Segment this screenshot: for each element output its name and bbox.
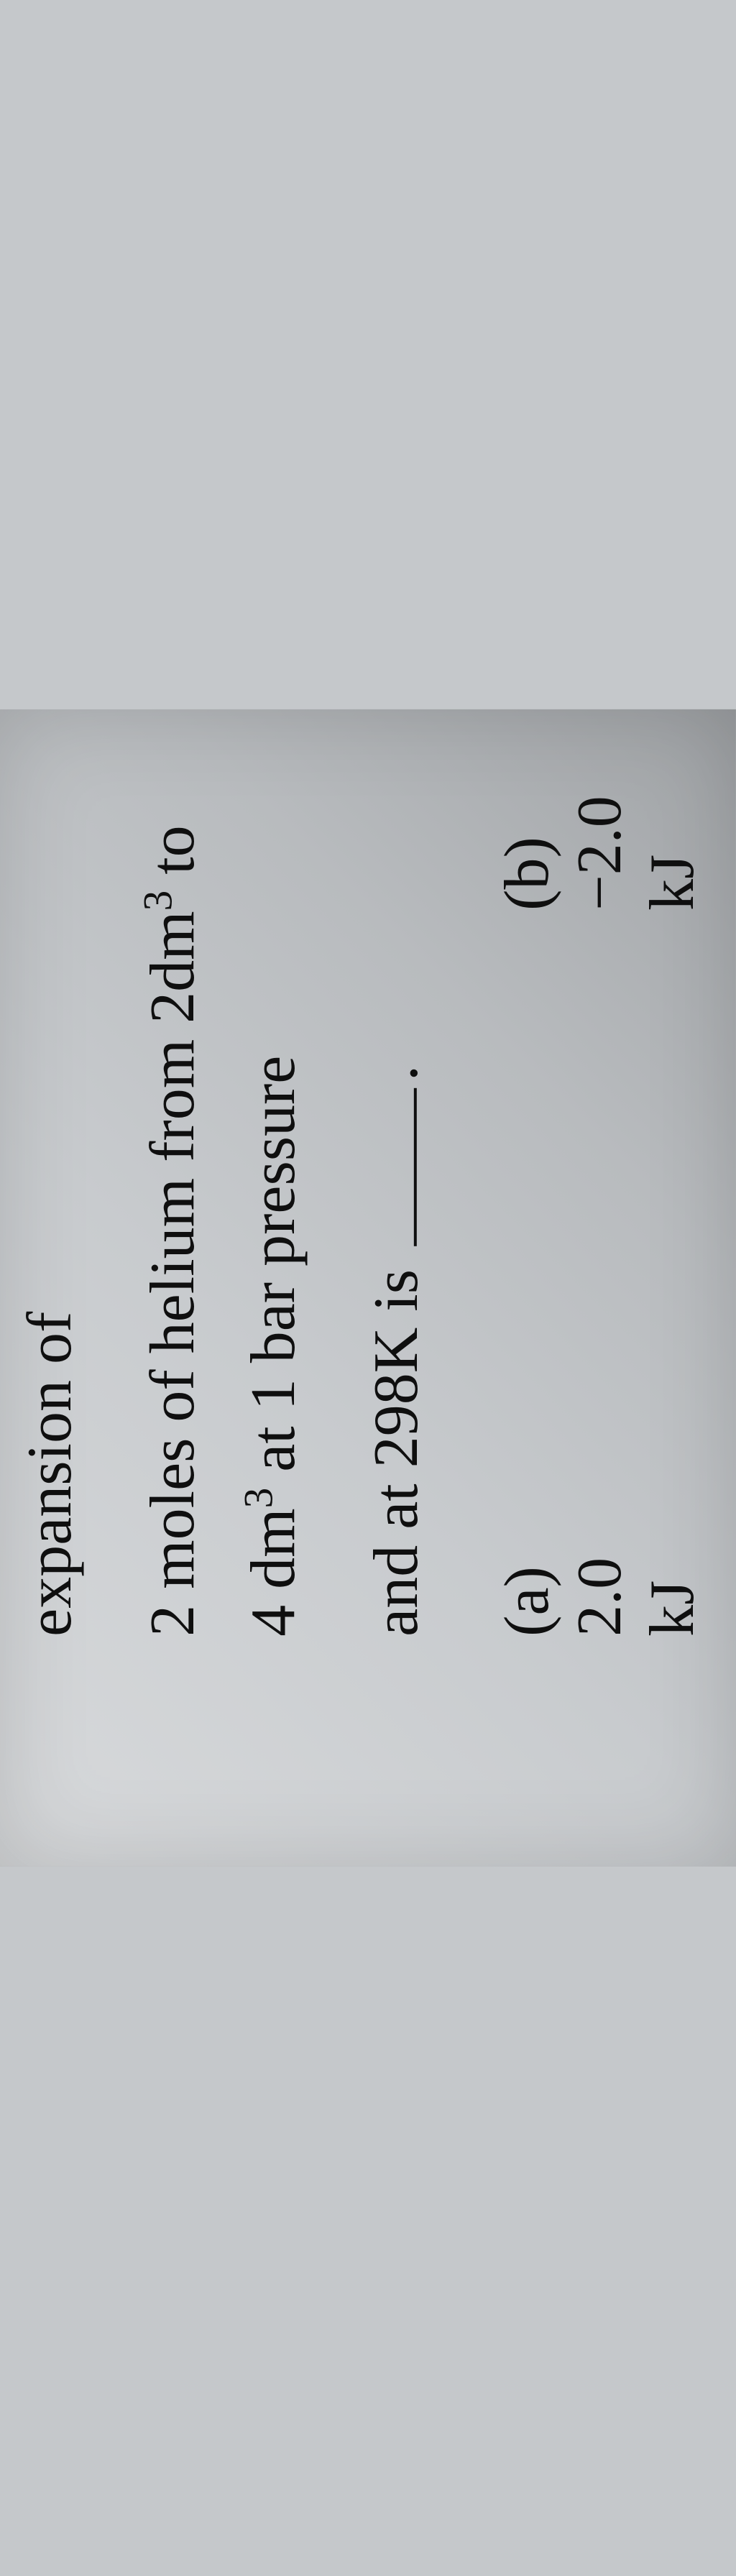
question-line-1: (vi) The work done during isothermal irr… <box>0 796 101 1780</box>
line2-end: at 1 bar pressure <box>239 1056 308 1488</box>
line3-part2: . <box>362 1065 431 1081</box>
option-b[interactable]: (b) −2.0 kJ <box>491 796 709 911</box>
question-text-line3: and at 298K is . <box>346 796 448 1637</box>
options-row-1: (a) 2.0 kJ (b) −2.0 kJ <box>491 796 709 1637</box>
page-container: T=0 U=0 (vi) The work done during isothe… <box>0 709 736 1867</box>
line3-part1: and at 298K is <box>362 1254 431 1637</box>
line2-start: 2 moles of helium from 2dm <box>138 911 208 1636</box>
option-a-label: (a) <box>492 1566 562 1637</box>
fill-in-blank <box>414 1088 417 1246</box>
question-text-line1: The work done during isothermal irrevers… <box>0 796 101 1637</box>
option-b-label: (b) <box>492 837 562 911</box>
superscript-3b: 3 <box>236 1488 282 1509</box>
superscript-3a: 3 <box>135 891 180 911</box>
option-a-value: 2.0 kJ <box>565 1558 707 1637</box>
option-a[interactable]: (a) 2.0 kJ <box>491 1558 709 1637</box>
text-part2: irreversible expansion of <box>0 1066 85 1637</box>
question-text-line2: 2 moles of helium from 2dm3 to 4 dm3 at … <box>123 796 326 1637</box>
content-area: T=0 U=0 (vi) The work done during isothe… <box>0 796 736 1780</box>
option-b-value: −2.0 kJ <box>565 796 707 911</box>
